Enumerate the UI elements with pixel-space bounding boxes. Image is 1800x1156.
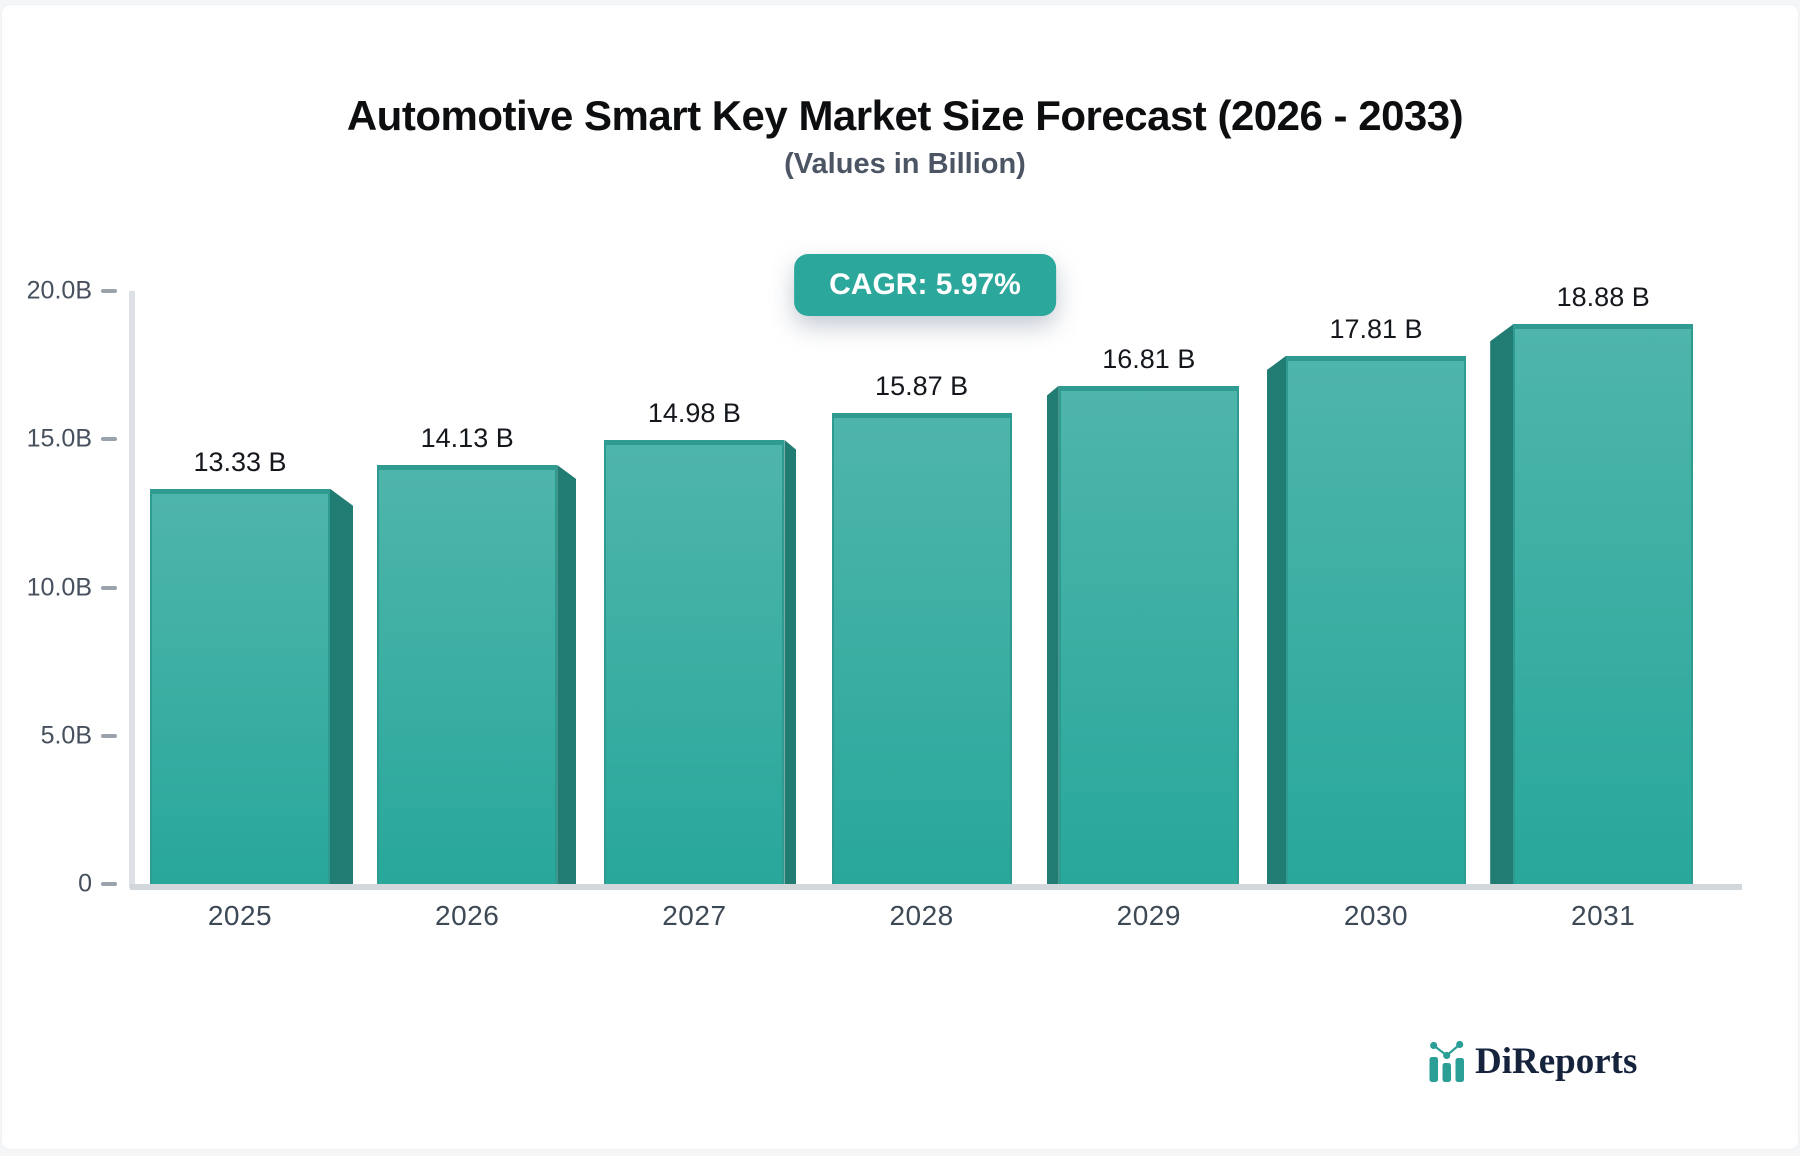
chart-title: Automotive Smart Key Market Size Forecas…	[346, 92, 1464, 139]
bar-side-face	[1490, 324, 1514, 884]
bar-2030	[1286, 355, 1466, 884]
bar-2031	[1513, 324, 1694, 884]
mini-bar-chart-icon	[1429, 1040, 1464, 1082]
x-tick-label: 2028	[889, 900, 954, 931]
y-tick-label: 0	[78, 869, 92, 898]
y-tick-mark	[101, 437, 117, 442]
x-tick-label: 2026	[435, 900, 500, 931]
y-tick-mark	[101, 733, 117, 738]
chart-card: Automotive Smart Key Market Size Forecas…	[2, 5, 1798, 1149]
y-tick-label: 5.0B	[40, 721, 92, 750]
cagr-badge: CAGR: 5.97%	[794, 254, 1056, 316]
x-tick-label: 2031	[1571, 900, 1636, 931]
x-tick-label: 2029	[1116, 900, 1181, 931]
bar-value-label: 15.87 B	[875, 371, 969, 402]
bar-value-label: 16.81 B	[1102, 343, 1196, 374]
bar-value-label: 14.13 B	[420, 423, 514, 454]
x-tick-label: 2025	[207, 900, 273, 931]
y-tick-label: 20.0B	[26, 276, 92, 305]
x-tick-label: 2030	[1343, 900, 1409, 931]
bar-side-face	[557, 465, 577, 884]
bar-2029	[1058, 385, 1239, 884]
bar-2028	[831, 413, 1012, 884]
logo: DiReports	[1428, 1036, 1708, 1084]
y-axis-line	[129, 291, 135, 888]
bar-value-label: 13.33 B	[193, 446, 287, 477]
bar-side-face	[1046, 385, 1059, 884]
bar-side-face	[330, 488, 353, 884]
bar-2026	[377, 465, 558, 884]
bar-value-label: 17.81 B	[1329, 313, 1423, 344]
bar-side-face	[1267, 355, 1286, 884]
y-tick-mark	[101, 882, 117, 886]
bar-2027	[604, 439, 785, 884]
chart-subtitle: (Values in Billion)	[784, 148, 1026, 180]
x-axis-baseline	[130, 884, 1742, 890]
y-tick-mark	[101, 289, 117, 293]
bar-2025	[150, 488, 330, 884]
bar-value-label: 14.98 B	[647, 397, 741, 428]
bar-value-label: 18.88 B	[1556, 282, 1650, 313]
logo-text: DiReports	[1475, 1040, 1638, 1082]
y-tick-label: 10.0B	[26, 573, 92, 601]
y-tick-mark	[101, 585, 117, 590]
bar-side-face	[784, 439, 797, 884]
x-tick-label: 2027	[662, 900, 727, 931]
y-tick-label: 15.0B	[26, 424, 92, 453]
